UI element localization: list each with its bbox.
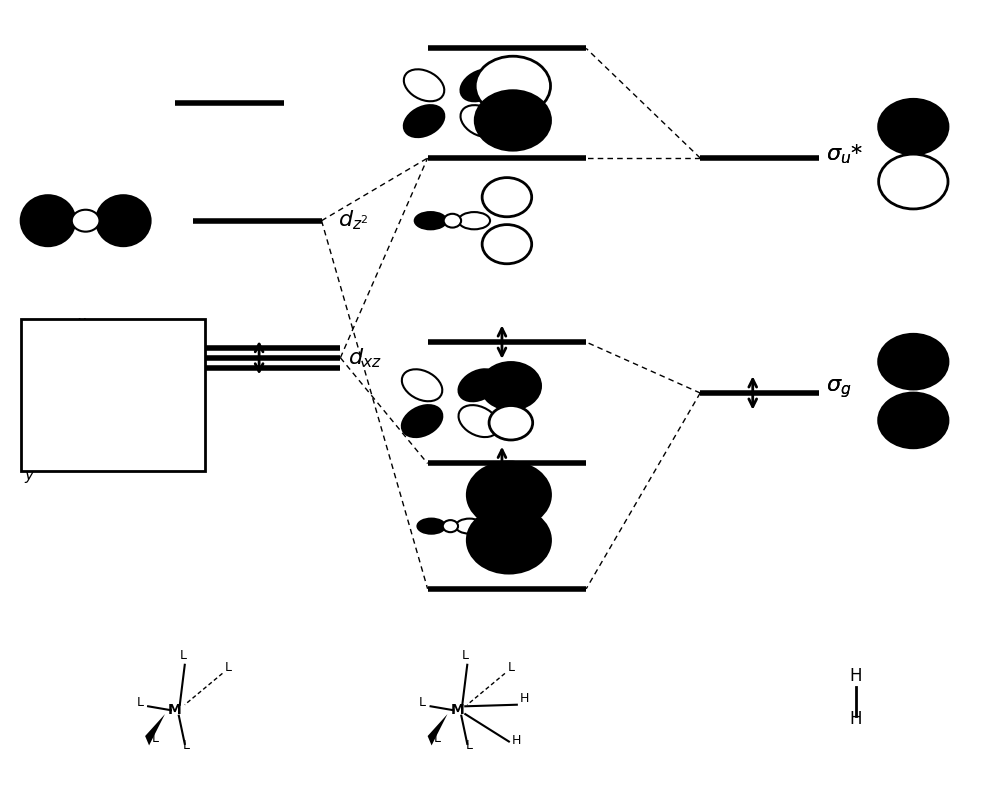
Ellipse shape [458,212,490,230]
Text: L: L [466,740,473,752]
Circle shape [467,462,551,527]
Text: M: M [450,703,464,717]
Circle shape [879,154,948,209]
Ellipse shape [404,105,444,137]
Ellipse shape [402,369,442,401]
Text: L: L [225,661,232,674]
Text: L: L [179,649,186,663]
Circle shape [482,178,532,217]
Text: $\sigma_g$: $\sigma_g$ [826,378,852,401]
Circle shape [482,225,532,264]
Ellipse shape [21,195,76,246]
Text: y: y [25,468,34,483]
Circle shape [879,99,948,154]
Ellipse shape [417,519,445,534]
Text: x: x [77,315,85,330]
Circle shape [443,214,461,228]
Circle shape [481,362,541,410]
Text: H: H [520,692,530,705]
Text: L: L [136,696,144,709]
Ellipse shape [31,360,74,395]
Circle shape [879,334,948,389]
Ellipse shape [460,69,501,101]
Text: H: H [850,710,862,728]
Ellipse shape [402,405,442,437]
Text: L: L [462,649,469,663]
Bar [21,318,205,472]
Text: L: L [183,740,190,752]
Ellipse shape [460,105,501,137]
Text: L: L [151,732,158,744]
Ellipse shape [96,195,150,246]
Circle shape [489,406,533,440]
Text: L: L [419,696,426,709]
Text: $\sigma_g$: $\sigma_g$ [826,378,852,401]
Text: $\sigma_u$*: $\sigma_u$* [826,142,863,166]
Text: M: M [168,703,182,717]
Circle shape [879,393,948,448]
Ellipse shape [91,321,135,356]
Ellipse shape [458,405,499,437]
Circle shape [475,90,551,150]
Text: $d_{xz}$: $d_{xz}$ [348,346,382,369]
Polygon shape [427,714,447,745]
Circle shape [442,520,458,532]
Polygon shape [145,714,165,745]
Text: z: z [191,401,199,416]
Ellipse shape [458,369,499,401]
Ellipse shape [455,519,483,534]
Text: $d_{z^2}$: $d_{z^2}$ [338,209,369,233]
Text: L: L [434,732,441,744]
Ellipse shape [91,360,135,395]
Text: H: H [512,734,522,747]
Ellipse shape [414,212,446,230]
Ellipse shape [31,321,74,356]
Text: L: L [507,661,514,674]
Circle shape [467,507,551,573]
Ellipse shape [404,69,444,101]
Circle shape [475,57,551,116]
Text: H: H [850,667,862,685]
Circle shape [72,210,99,232]
Text: $\sigma_u$*: $\sigma_u$* [826,142,863,166]
